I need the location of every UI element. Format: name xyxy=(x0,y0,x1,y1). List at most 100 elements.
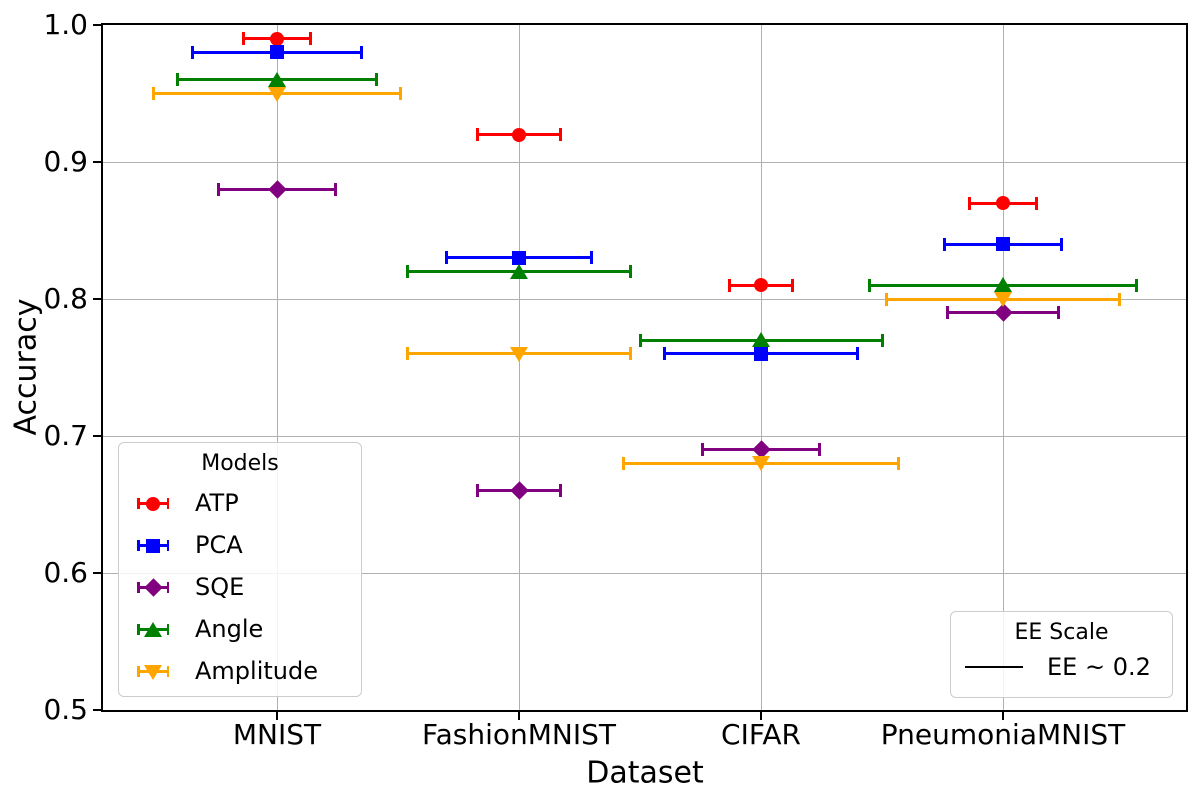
errorbar-cap-right xyxy=(1035,196,1039,210)
sqe-legend-marker-icon xyxy=(143,578,163,597)
errorbar-cap-left xyxy=(406,347,410,361)
errorbar-cap-right xyxy=(309,32,313,46)
v-gridline xyxy=(1002,25,1004,710)
pca-marker-square-icon xyxy=(754,346,768,361)
x-tick-mark xyxy=(518,712,520,720)
legend-item-atp: ATP xyxy=(137,482,361,524)
errorbar-cap-left xyxy=(241,32,245,46)
pca-marker-square-icon xyxy=(996,237,1010,252)
atp-marker-circle-icon xyxy=(270,31,284,46)
errorbar-cap-left xyxy=(476,128,480,142)
legend-item-pca: PCA xyxy=(137,524,361,566)
errorbar-cap-left xyxy=(152,87,156,100)
legend-errorbar-cap-left xyxy=(137,624,140,635)
errorbar-cap-left xyxy=(728,278,732,292)
legend-item-label: PCA xyxy=(195,531,243,559)
y-tick-mark xyxy=(93,572,101,574)
angle-legend-marker-icon xyxy=(144,621,162,637)
y-tick-label: 0.8 xyxy=(43,282,88,315)
errorbar-cap-left xyxy=(638,333,642,347)
y-tick-mark xyxy=(93,709,101,711)
errorbar-cap-left xyxy=(943,237,947,251)
errorbar-cap-left xyxy=(868,278,872,292)
pca-marker-square-icon xyxy=(512,250,526,265)
h-gridline xyxy=(103,298,1186,300)
amplitude-legend-marker-icon xyxy=(144,664,162,680)
legend-errorbar-cap-left xyxy=(137,540,140,551)
y-tick-label: 1.0 xyxy=(43,8,88,41)
errorbar-cap-right xyxy=(558,128,562,142)
atp-legend-handle xyxy=(137,494,169,512)
ee-scale-legend-row: EE ~ 0.2 xyxy=(951,645,1172,687)
angle-marker-tri-up-icon xyxy=(268,71,286,87)
models-legend: Models ATP PCA SQE Angle Amplitude xyxy=(118,442,362,697)
amplitude-marker-tri-down-icon xyxy=(994,292,1012,307)
ee-scale-legend-label: EE ~ 0.2 xyxy=(1047,653,1151,681)
v-gridline xyxy=(760,25,762,710)
errorbar-cap-right xyxy=(817,443,821,457)
pca-marker-square-icon xyxy=(270,45,284,60)
y-tick-label: 0.6 xyxy=(43,556,88,589)
errorbar-cap-right xyxy=(590,251,594,265)
x-tick-label: FashionMNIST xyxy=(422,718,616,751)
x-axis-label: Dataset xyxy=(586,755,704,791)
pca-legend-marker-icon xyxy=(146,538,160,553)
x-tick-label: PneumoniaMNIST xyxy=(880,718,1126,751)
h-gridline xyxy=(103,435,1186,437)
legend-errorbar-cap-left xyxy=(137,582,140,593)
legend-item-sqe: SQE xyxy=(137,566,361,608)
v-gridline xyxy=(276,25,278,710)
errorbar-cap-right xyxy=(1134,278,1138,292)
ee-scale-legend: EE Scale EE ~ 0.2 xyxy=(950,611,1173,698)
legend-item-angle: Angle xyxy=(137,608,361,650)
errorbar-cap-right xyxy=(1057,306,1061,320)
y-axis-label: Accuracy xyxy=(8,298,44,436)
errorbar-cap-left xyxy=(190,45,194,59)
errorbar-cap-left xyxy=(176,73,180,87)
errorbar-cap-right xyxy=(1117,292,1121,306)
legend-errorbar-cap-left xyxy=(137,498,140,509)
x-tick-mark xyxy=(276,712,278,720)
y-tick-mark xyxy=(93,161,101,163)
atp-marker-circle-icon xyxy=(512,127,526,142)
errorbar-cap-right xyxy=(1059,237,1063,251)
legend-item-label: Angle xyxy=(195,615,264,643)
errorbar-cap-left xyxy=(967,196,971,210)
h-gridline xyxy=(103,161,1186,163)
y-tick-mark xyxy=(93,298,101,300)
errorbar-cap-right xyxy=(398,87,402,100)
errorbar-cap-right xyxy=(374,73,378,87)
atp-marker-circle-icon xyxy=(754,278,768,293)
errorbar-cap-right xyxy=(856,347,860,361)
v-gridline xyxy=(518,25,520,710)
legend-errorbar-cap-right xyxy=(166,666,169,677)
errorbar-cap-left xyxy=(621,456,625,470)
ee-reference-line-icon xyxy=(965,666,1023,668)
errorbar-cap-right xyxy=(628,265,632,279)
errorbar-cap-right xyxy=(333,182,337,196)
angle-marker-tri-up-icon xyxy=(510,263,528,279)
errorbar-cap-right xyxy=(790,278,794,292)
ee-scale-legend-title: EE Scale xyxy=(1014,620,1109,645)
errorbar-cap-left xyxy=(217,182,221,196)
errorbar-cap-left xyxy=(662,347,666,361)
errorbar-cap-left xyxy=(476,484,480,498)
legend-errorbar-cap-right xyxy=(166,582,169,593)
sqe-marker-diamond-icon xyxy=(509,481,529,500)
legend-item-label: ATP xyxy=(195,489,239,517)
sqe-marker-diamond-icon xyxy=(267,180,287,199)
amplitude-legend-handle xyxy=(137,662,169,680)
models-legend-items: ATP PCA SQE Angle Amplitude xyxy=(119,476,361,692)
errorbar-cap-left xyxy=(945,306,949,320)
x-tick-mark xyxy=(1002,712,1004,720)
legend-errorbar-cap-right xyxy=(166,624,169,635)
h-gridline xyxy=(103,572,1186,574)
x-tick-label: MNIST xyxy=(232,718,322,751)
errorbar-cap-right xyxy=(558,484,562,498)
amplitude-marker-tri-down-icon xyxy=(510,346,528,362)
angle-marker-tri-up-icon xyxy=(994,277,1012,293)
y-tick-label: 0.9 xyxy=(43,145,88,178)
errorbar-cap-right xyxy=(880,333,884,347)
x-tick-label: CIFAR xyxy=(721,718,801,751)
